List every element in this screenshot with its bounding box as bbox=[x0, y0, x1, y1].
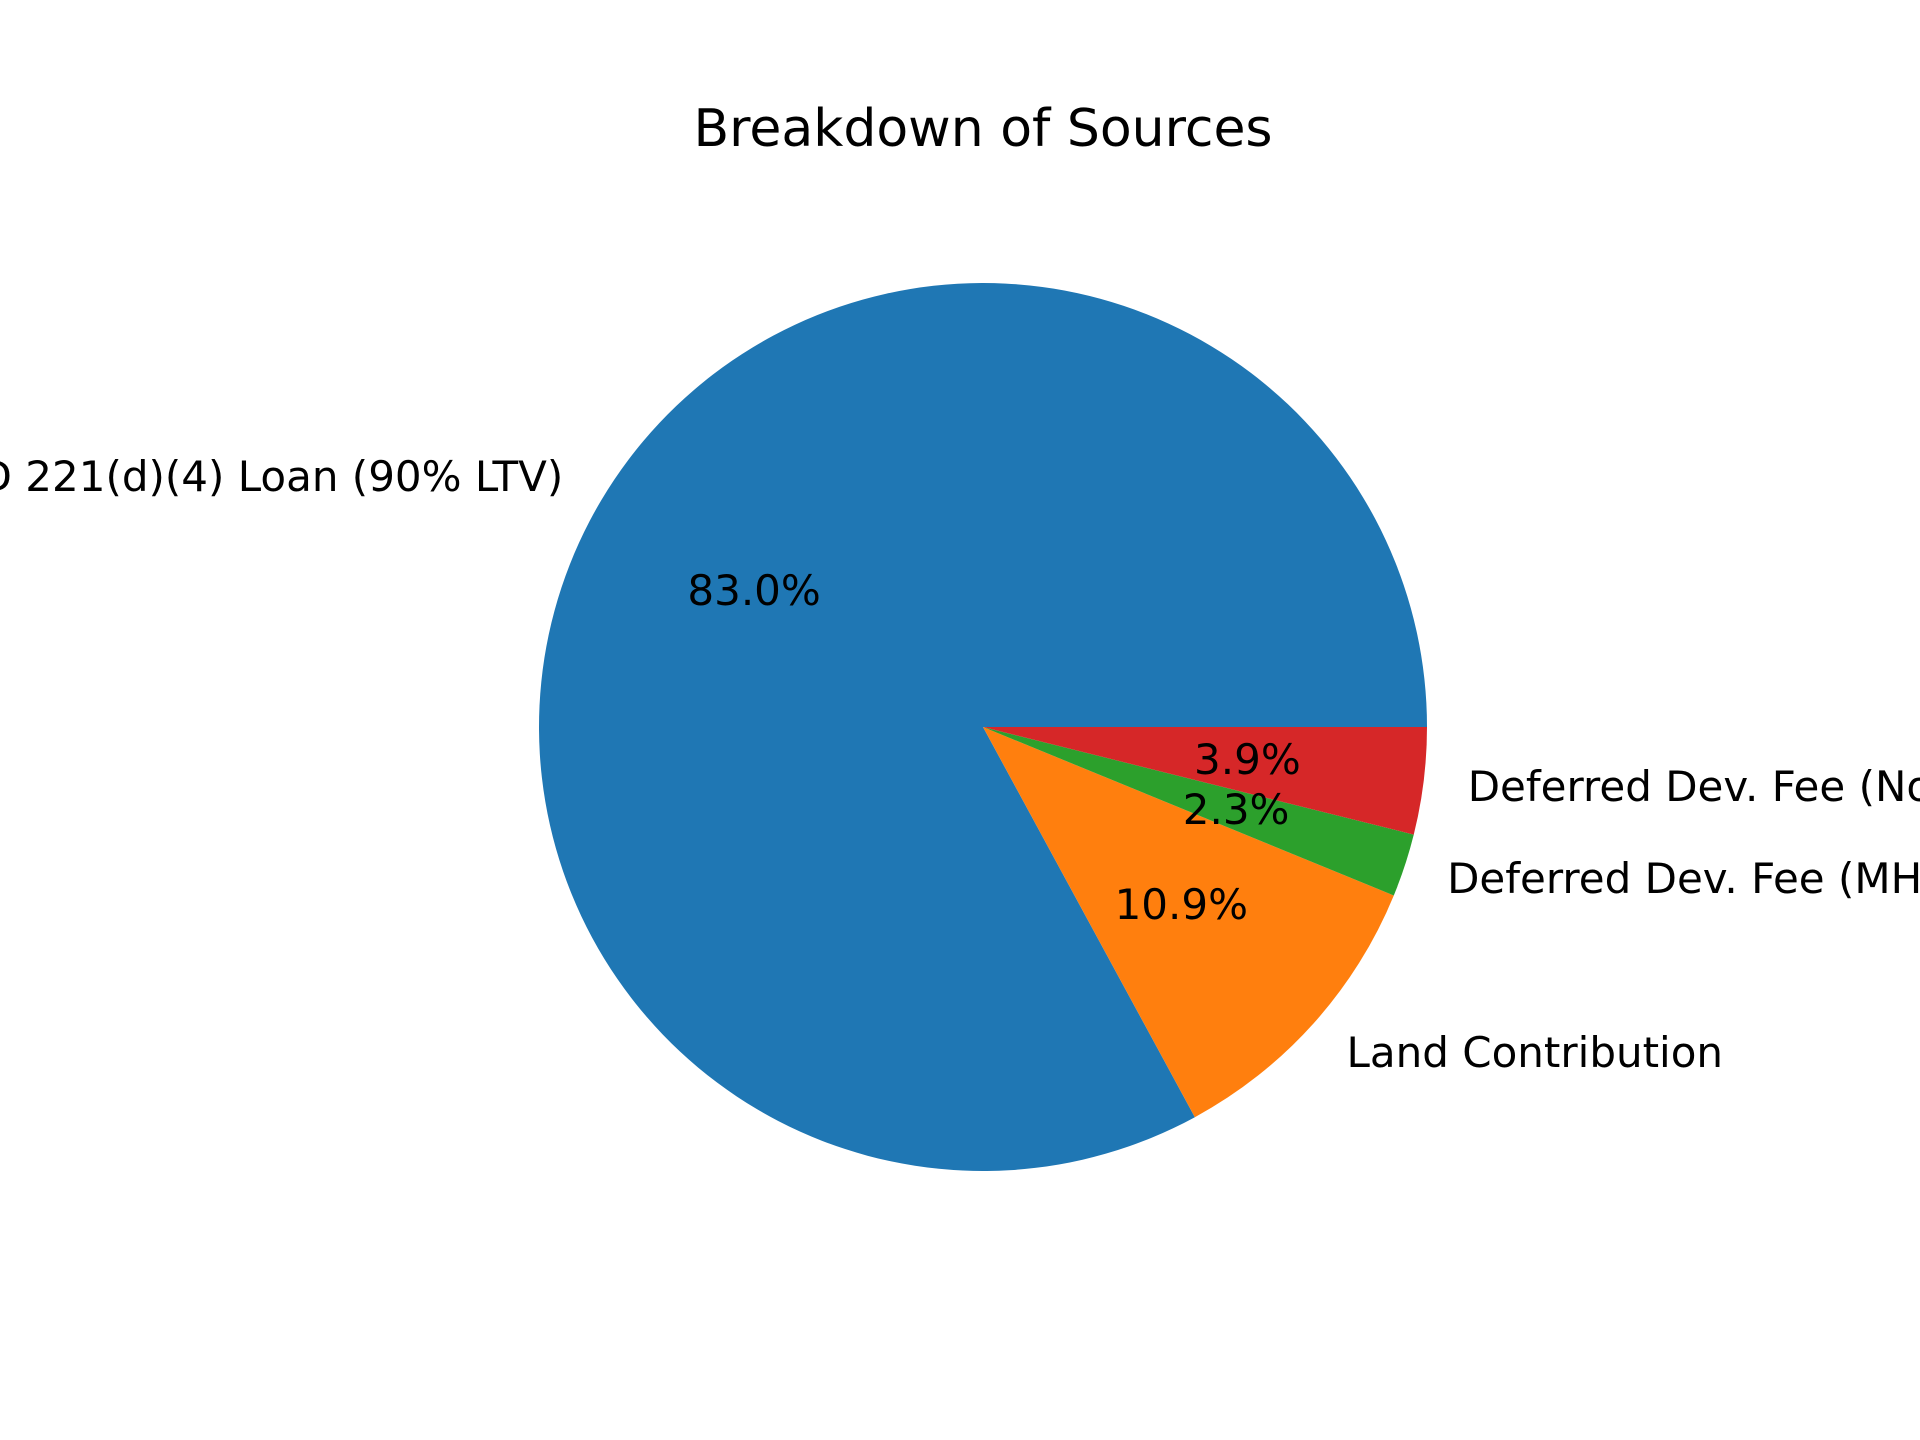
pie-slice-3 bbox=[983, 727, 1427, 835]
pct-label-0: 83.0% bbox=[687, 565, 821, 615]
pct-label-3: 3.9% bbox=[1194, 734, 1301, 784]
pie-slice-2 bbox=[983, 727, 1414, 896]
pct-label-1: 10.9% bbox=[1114, 879, 1249, 929]
chart-title: Breakdown of Sources bbox=[693, 99, 1273, 159]
slice-label-3: Deferred Dev. Fee (No bbox=[1467, 761, 1920, 811]
pie-slice-1 bbox=[983, 727, 1394, 1118]
slice-label-2: Deferred Dev. Fee (MH bbox=[1447, 854, 1920, 904]
pie-slice-0 bbox=[538, 283, 1427, 1172]
pct-label-2: 2.3% bbox=[1182, 785, 1290, 834]
slice-label-1: Land Contribution bbox=[1346, 1028, 1724, 1078]
slice-label-0: D 221(d)(4) Loan (90% LTV) bbox=[0, 452, 564, 502]
